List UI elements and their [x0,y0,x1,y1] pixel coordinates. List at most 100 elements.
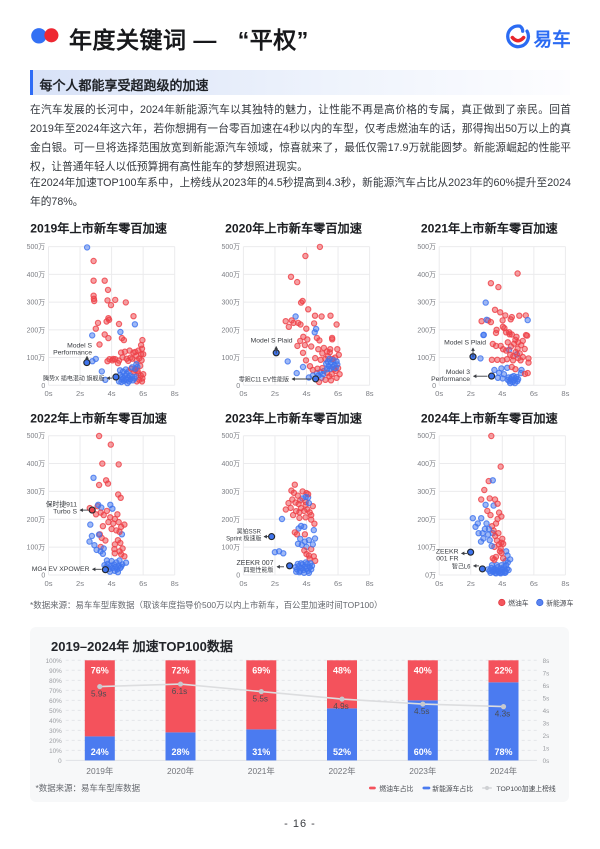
svg-text:1s: 1s [543,745,550,752]
svg-text:6s: 6s [543,683,550,690]
svg-text:6s: 6s [530,579,538,588]
svg-text:200万: 200万 [417,516,436,524]
svg-text:ZEEKR 007: ZEEKR 007 [237,560,274,567]
svg-text:2s: 2s [76,389,84,398]
svg-text:69%: 69% [252,665,270,675]
svg-text:腾势X 插电混动 旗舰版: 腾势X 插电混动 旗舰版 [43,375,104,383]
svg-text:Model 3: Model 3 [446,369,470,376]
svg-text:2s: 2s [271,389,279,398]
svg-text:52%: 52% [333,747,351,757]
svg-text:0: 0 [41,383,45,390]
svg-text:2021年上市新车零百加速: 2021年上市新车零百加速 [421,221,559,236]
svg-text:300万: 300万 [417,488,436,496]
svg-text:5.9s: 5.9s [91,689,106,698]
svg-text:76%: 76% [91,665,109,675]
svg-text:100万: 100万 [27,354,46,362]
svg-text:4s: 4s [108,389,116,398]
svg-text:100%: 100% [46,658,63,665]
svg-text:TOP100加速上榜线: TOP100加速上榜线 [497,784,556,793]
svg-text:400万: 400万 [222,460,241,468]
svg-text:40%: 40% [49,718,62,725]
svg-text:0: 0 [236,573,240,580]
svg-text:2s: 2s [467,579,475,588]
svg-text:0: 0 [432,383,436,390]
svg-text:200万: 200万 [222,326,241,334]
svg-text:78%: 78% [494,747,512,757]
svg-text:4s: 4s [498,579,506,588]
svg-text:Model S Plaid: Model S Plaid [444,339,486,346]
svg-text:100万: 100万 [417,354,436,362]
svg-text:4s: 4s [302,579,310,588]
svg-text:200万: 200万 [27,516,46,524]
svg-text:2s: 2s [467,389,475,398]
svg-text:20%: 20% [49,738,62,745]
svg-text:6s: 6s [334,389,342,398]
svg-text:2022年上市新车零百加速: 2022年上市新车零百加速 [30,411,168,426]
svg-text:3s: 3s [543,720,550,727]
svg-text:72%: 72% [171,665,189,675]
svg-text:500万: 500万 [417,432,436,440]
svg-text:0s: 0s [435,579,443,588]
svg-text:8s: 8s [543,658,550,665]
svg-text:2022年: 2022年 [328,766,355,776]
svg-text:4s: 4s [108,579,116,588]
svg-text:2023年: 2023年 [409,766,436,776]
svg-text:2020年上市新车零百加速: 2020年上市新车零百加速 [225,221,363,236]
svg-text:2021年: 2021年 [248,766,275,776]
svg-text:Sprint 极速版: Sprint 极速版 [226,534,261,542]
svg-text:0万: 0万 [425,572,436,580]
svg-text:70%: 70% [49,688,62,695]
svg-text:8s: 8s [561,389,569,398]
svg-text:300万: 300万 [27,299,46,307]
svg-text:60%: 60% [49,698,62,705]
svg-text:2019年上市新车零百加速: 2019年上市新车零百加速 [30,221,168,236]
svg-text:100万: 100万 [222,354,241,362]
svg-text:2023年上市新车零百加速: 2023年上市新车零百加速 [225,411,363,426]
svg-text:500万: 500万 [417,243,436,251]
svg-text:燃油车: 燃油车 [508,598,529,607]
svg-text:2019年: 2019年 [86,766,113,776]
svg-text:新能源车: 新能源车 [546,598,573,607]
svg-text:6s: 6s [139,579,147,588]
svg-text:0s: 0s [435,389,443,398]
svg-text:6.1s: 6.1s [172,687,187,696]
svg-text:6s: 6s [530,389,538,398]
svg-text:零跑C11 EV性能版: 零跑C11 EV性能版 [239,375,289,383]
svg-text:6s: 6s [139,389,147,398]
svg-text:60%: 60% [414,747,432,757]
svg-text:400万: 400万 [27,460,46,468]
svg-text:0: 0 [58,758,62,765]
svg-text:4s: 4s [302,389,310,398]
svg-text:8s: 8s [171,579,179,588]
svg-text:80%: 80% [49,678,62,685]
svg-text:Turbo S: Turbo S [53,509,77,516]
svg-text:40%: 40% [414,665,432,675]
svg-text:7s: 7s [543,670,550,677]
svg-text:48%: 48% [333,665,351,675]
svg-text:0s: 0s [239,579,247,588]
svg-text:100万: 100万 [222,544,241,552]
svg-text:Model S Plaid: Model S Plaid [251,338,293,345]
svg-text:500万: 500万 [222,432,241,440]
svg-text:22%: 22% [494,665,512,675]
svg-text:4s: 4s [543,708,550,715]
svg-text:5.5s: 5.5s [253,694,268,703]
svg-text:保时捷911: 保时捷911 [46,500,77,509]
svg-text:5s: 5s [543,695,550,702]
svg-text:0s: 0s [44,389,52,398]
svg-text:500万: 500万 [27,432,46,440]
svg-text:400万: 400万 [417,460,436,468]
svg-text:200万: 200万 [27,326,46,334]
svg-text:0s: 0s [239,389,247,398]
svg-text:4.5s: 4.5s [414,707,429,716]
svg-text:300万: 300万 [222,299,241,307]
svg-text:28%: 28% [171,747,189,757]
svg-text:500万: 500万 [27,243,46,251]
svg-text:10%: 10% [49,748,62,755]
svg-text:2s: 2s [271,579,279,588]
svg-text:30%: 30% [49,728,62,735]
svg-text:0s: 0s [44,579,52,588]
svg-text:8s: 8s [171,389,179,398]
svg-text:400万: 400万 [27,271,46,279]
svg-text:300万: 300万 [27,488,46,496]
